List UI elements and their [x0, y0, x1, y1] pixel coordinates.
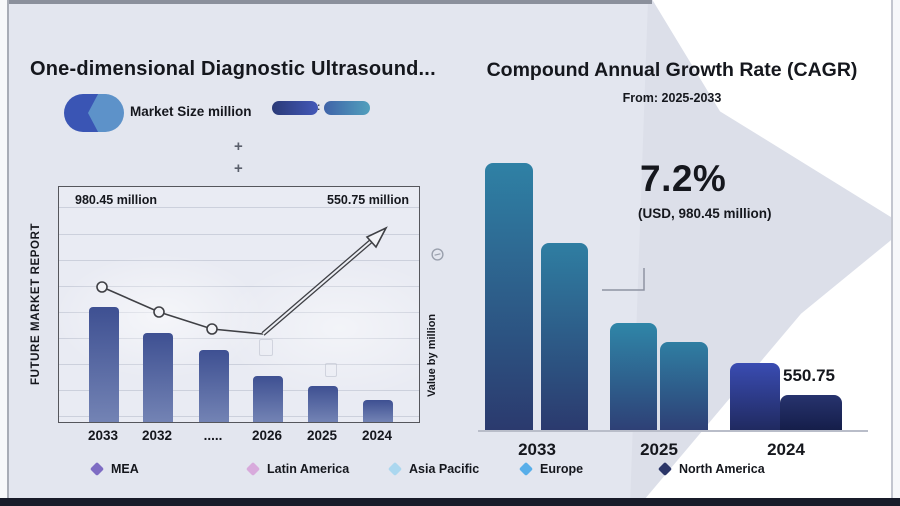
cagr-bar-group — [610, 323, 708, 430]
cagr-x-label: 2033 — [518, 440, 556, 459]
cagr-bar — [610, 323, 657, 430]
watermark-document-icon — [325, 363, 337, 377]
plus-mark: + — [234, 160, 243, 177]
market-x-label: 2026 — [251, 428, 283, 443]
market-title: One-dimensional Diagnostic Ultrasound... — [30, 58, 436, 80]
annotation-end-value: 550.75 million — [327, 193, 409, 207]
frame-left-line — [7, 0, 9, 506]
cagr-end-value-label: 550.75 — [783, 366, 835, 385]
cagr-rate-detail: (USD, 980.45 million) — [638, 206, 772, 221]
cagr-bar — [730, 363, 780, 430]
market-bar — [143, 333, 173, 422]
ratio-pill-left-icon — [272, 101, 318, 115]
annotation-start-value: 980.45 million — [75, 193, 157, 207]
market-bar — [199, 350, 229, 422]
diamond-icon — [518, 461, 534, 477]
cagr-bar — [541, 243, 588, 430]
cagr-chart: 550.75 — [478, 140, 868, 432]
cagr-rate-value: 7.2% — [640, 158, 727, 199]
left-axis-caption: FUTURE MARKET REPORT — [30, 222, 42, 386]
frame-top-strip — [0, 0, 652, 4]
ratio-pill-right-icon — [324, 101, 370, 115]
legend-label: Europe — [540, 462, 584, 476]
market-bar — [363, 400, 393, 422]
cagr-x-label: 2024 — [767, 440, 805, 459]
cagr-title: Compound Annual Growth Rate (CAGR) — [486, 59, 858, 81]
legend-label: Asia Pacific — [409, 462, 480, 476]
legend-item-europe: Europe — [518, 461, 584, 477]
plus-mark: + — [234, 138, 243, 155]
legend-label: North America — [679, 462, 765, 476]
frame-left-strip — [0, 0, 7, 506]
market-x-label: 2033 — [87, 428, 119, 443]
cagr-bar — [660, 342, 708, 430]
arrow-head-icon — [365, 226, 388, 249]
market-bar — [308, 386, 338, 422]
watermark-document-icon — [259, 339, 273, 356]
legend-item-latin-america: Latin America — [245, 461, 350, 477]
frame-bottom-strip — [0, 498, 900, 506]
market-x-label: ..... — [203, 428, 223, 443]
value-axis-label: Value by million — [426, 313, 438, 397]
legend-item-mea: MEA — [89, 461, 139, 477]
cagr-bar — [780, 395, 842, 430]
cagr-x-labels: 2033 2025 2024 — [478, 440, 868, 462]
market-x-label: 2024 — [361, 428, 393, 443]
region-legend: MEA Latin America Asia Pacific Europe No… — [0, 461, 900, 486]
market-bar — [253, 376, 283, 422]
legend-item-asia-pacific: Asia Pacific — [387, 461, 480, 477]
frame-right-strip — [893, 0, 900, 506]
cagr-bar-group — [730, 363, 842, 430]
cagr-subtitle: From: 2025-2033 — [622, 91, 722, 105]
diamond-icon — [657, 461, 673, 477]
diamond-icon — [89, 461, 105, 477]
market-x-labels: 2033 2032..... 2026 2025 2024 — [58, 428, 420, 446]
market-bars — [59, 185, 419, 422]
legend-label: Latin America — [267, 462, 350, 476]
market-x-label: 2032 — [141, 428, 173, 443]
ratio-separator: : — [317, 102, 321, 113]
legend-item-north-america: North America — [657, 461, 765, 477]
market-size-chart: 980.45 million 550.75 million — [58, 186, 420, 423]
trend-line-and-arrow — [96, 226, 388, 336]
diamond-icon — [387, 461, 403, 477]
market-bar — [89, 307, 119, 422]
cagr-bar — [485, 163, 533, 430]
cagr-x-label: 2025 — [640, 440, 678, 459]
brand-label: Market Size million — [130, 104, 252, 119]
market-x-label: 2025 — [306, 428, 338, 443]
circle-dash-icon — [431, 248, 444, 261]
frame-right-line — [891, 0, 893, 506]
legend-label: MEA — [111, 462, 139, 476]
cagr-bar-group — [485, 163, 588, 430]
corner-bracket-icon — [602, 268, 645, 291]
diamond-icon — [245, 461, 261, 477]
